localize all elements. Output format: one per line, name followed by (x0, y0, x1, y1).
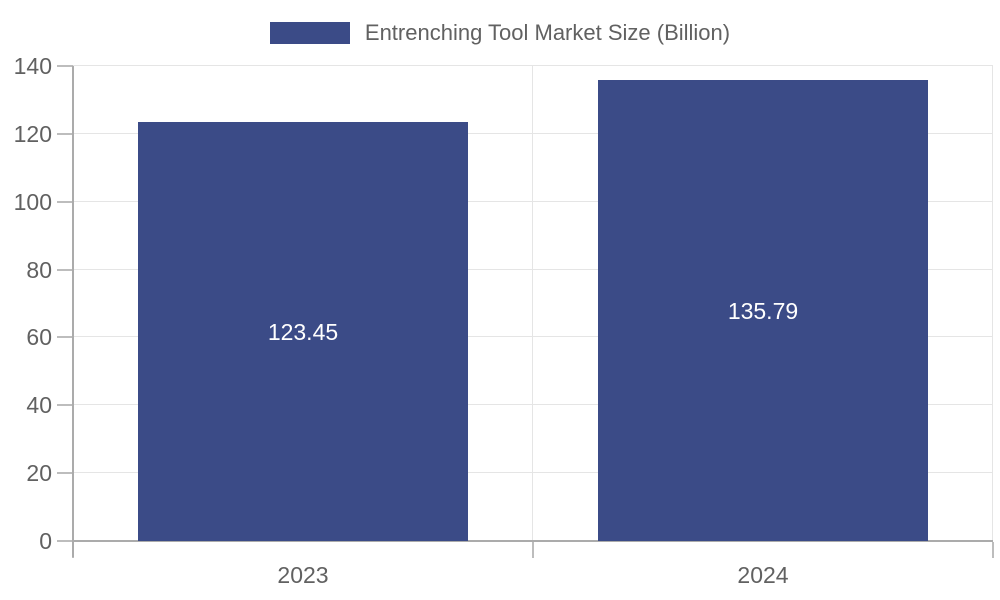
bar-value-label: 123.45 (267, 318, 339, 345)
x-axis-tick (532, 542, 534, 558)
x-gridline (992, 66, 993, 541)
y-tick-label: 0 (39, 528, 52, 554)
bar-value-label: 135.79 (727, 297, 799, 324)
y-axis-tick (57, 132, 73, 135)
y-tick-label: 40 (26, 392, 52, 419)
chart-title: Entrenching Tool Market Size (Billion) (364, 20, 731, 45)
y-axis-tick (57, 404, 73, 407)
y-axis-tick (57, 336, 73, 339)
y-axis-tick (57, 472, 73, 475)
plot-area: 0 20 40 60 80 100 120 140 123.45 2023 135.79 2024 (14, 53, 994, 588)
y-gridline (73, 200, 993, 202)
y-gridline (73, 65, 993, 66)
y-tick-label: 100 (13, 188, 52, 215)
x-axis-line (73, 540, 993, 542)
y-axis-tick (57, 268, 73, 271)
y-axis-line (72, 66, 74, 557)
x-gridline (532, 66, 533, 541)
legend: Entrenching Tool Market Size (Billion) (0, 20, 1000, 46)
x-axis-tick (992, 542, 994, 558)
y-gridline (73, 472, 993, 474)
y-tick-label: 140 (13, 53, 52, 79)
y-axis-tick (57, 65, 73, 67)
y-gridline (73, 404, 993, 406)
x-tick-label: 2023 (277, 562, 329, 588)
y-tick-label: 60 (26, 324, 52, 351)
legend-swatch (269, 22, 350, 44)
y-tick-label: 120 (13, 120, 52, 147)
bar-2023 (138, 122, 468, 541)
y-gridline (73, 336, 993, 338)
y-axis-tick (57, 200, 73, 203)
x-tick-label: 2024 (737, 562, 789, 588)
y-tick-label: 20 (26, 460, 52, 487)
bar-2024 (598, 80, 928, 541)
y-gridline (73, 132, 993, 134)
y-gridline (73, 268, 993, 270)
y-tick-label: 80 (26, 256, 52, 283)
y-axis-tick (57, 540, 73, 542)
